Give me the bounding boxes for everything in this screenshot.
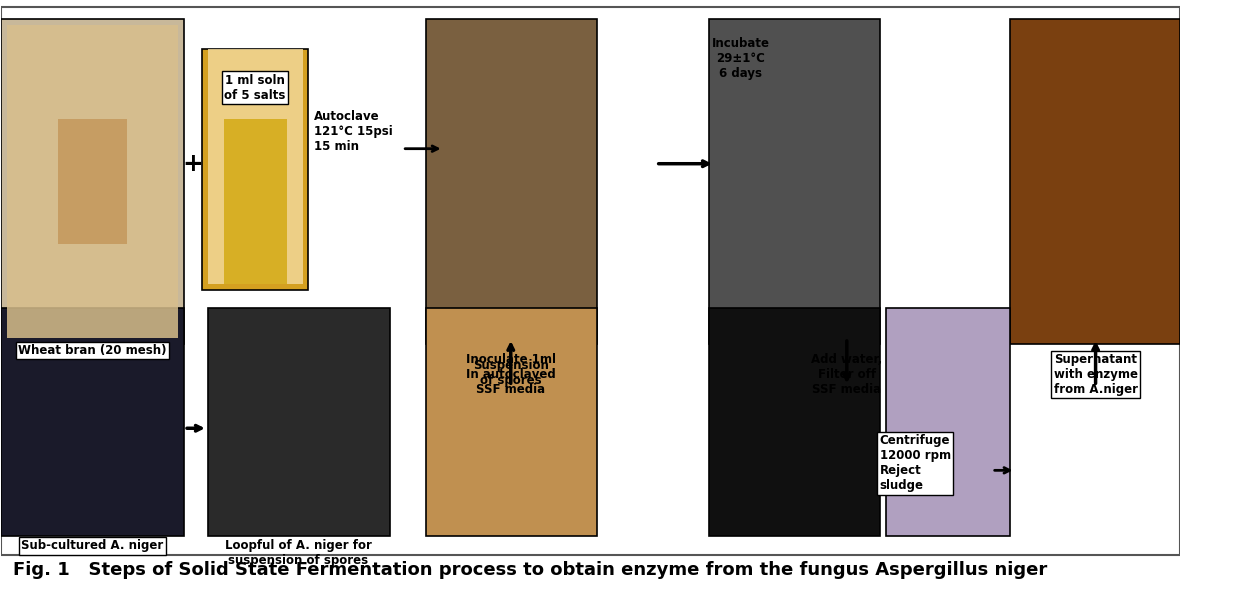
Text: Autoclave
121°C 15psi
15 min: Autoclave 121°C 15psi 15 min <box>314 109 393 153</box>
Text: Sub-cultured A. niger: Sub-cultured A. niger <box>21 539 163 553</box>
Text: 1 ml soln
of 5 salts: 1 ml soln of 5 salts <box>224 74 286 101</box>
Text: Add water,
Filter off
SSF media: Add water, Filter off SSF media <box>811 353 883 396</box>
Text: Supernatant
with enzyme
from A.niger: Supernatant with enzyme from A.niger <box>1053 353 1137 396</box>
FancyBboxPatch shape <box>709 308 880 536</box>
FancyBboxPatch shape <box>426 19 597 344</box>
FancyBboxPatch shape <box>709 19 880 344</box>
Text: Wheat bran (20 mesh): Wheat bran (20 mesh) <box>18 344 167 357</box>
Text: Incubate
29±1°C
6 days: Incubate 29±1°C 6 days <box>712 37 770 80</box>
FancyBboxPatch shape <box>202 50 308 290</box>
FancyBboxPatch shape <box>885 308 1009 536</box>
Text: Loopful of A. niger for
suspension of spores: Loopful of A. niger for suspension of sp… <box>224 539 372 568</box>
FancyBboxPatch shape <box>208 308 390 536</box>
Text: +: + <box>182 152 203 176</box>
Text: Centrifuge
12000 rpm
Reject
sludge: Centrifuge 12000 rpm Reject sludge <box>880 434 951 492</box>
FancyBboxPatch shape <box>1 19 184 344</box>
Text: Suspension
of spores: Suspension of spores <box>473 359 549 387</box>
Text: Inoculate 1ml
In autoclaved
SSF media: Inoculate 1ml In autoclaved SSF media <box>465 353 556 396</box>
FancyBboxPatch shape <box>1009 19 1180 344</box>
FancyBboxPatch shape <box>1 308 184 536</box>
FancyBboxPatch shape <box>426 308 597 536</box>
Text: Fig. 1   Steps of Solid State Fermentation process to obtain enzyme from the fun: Fig. 1 Steps of Solid State Fermentation… <box>14 561 1047 579</box>
